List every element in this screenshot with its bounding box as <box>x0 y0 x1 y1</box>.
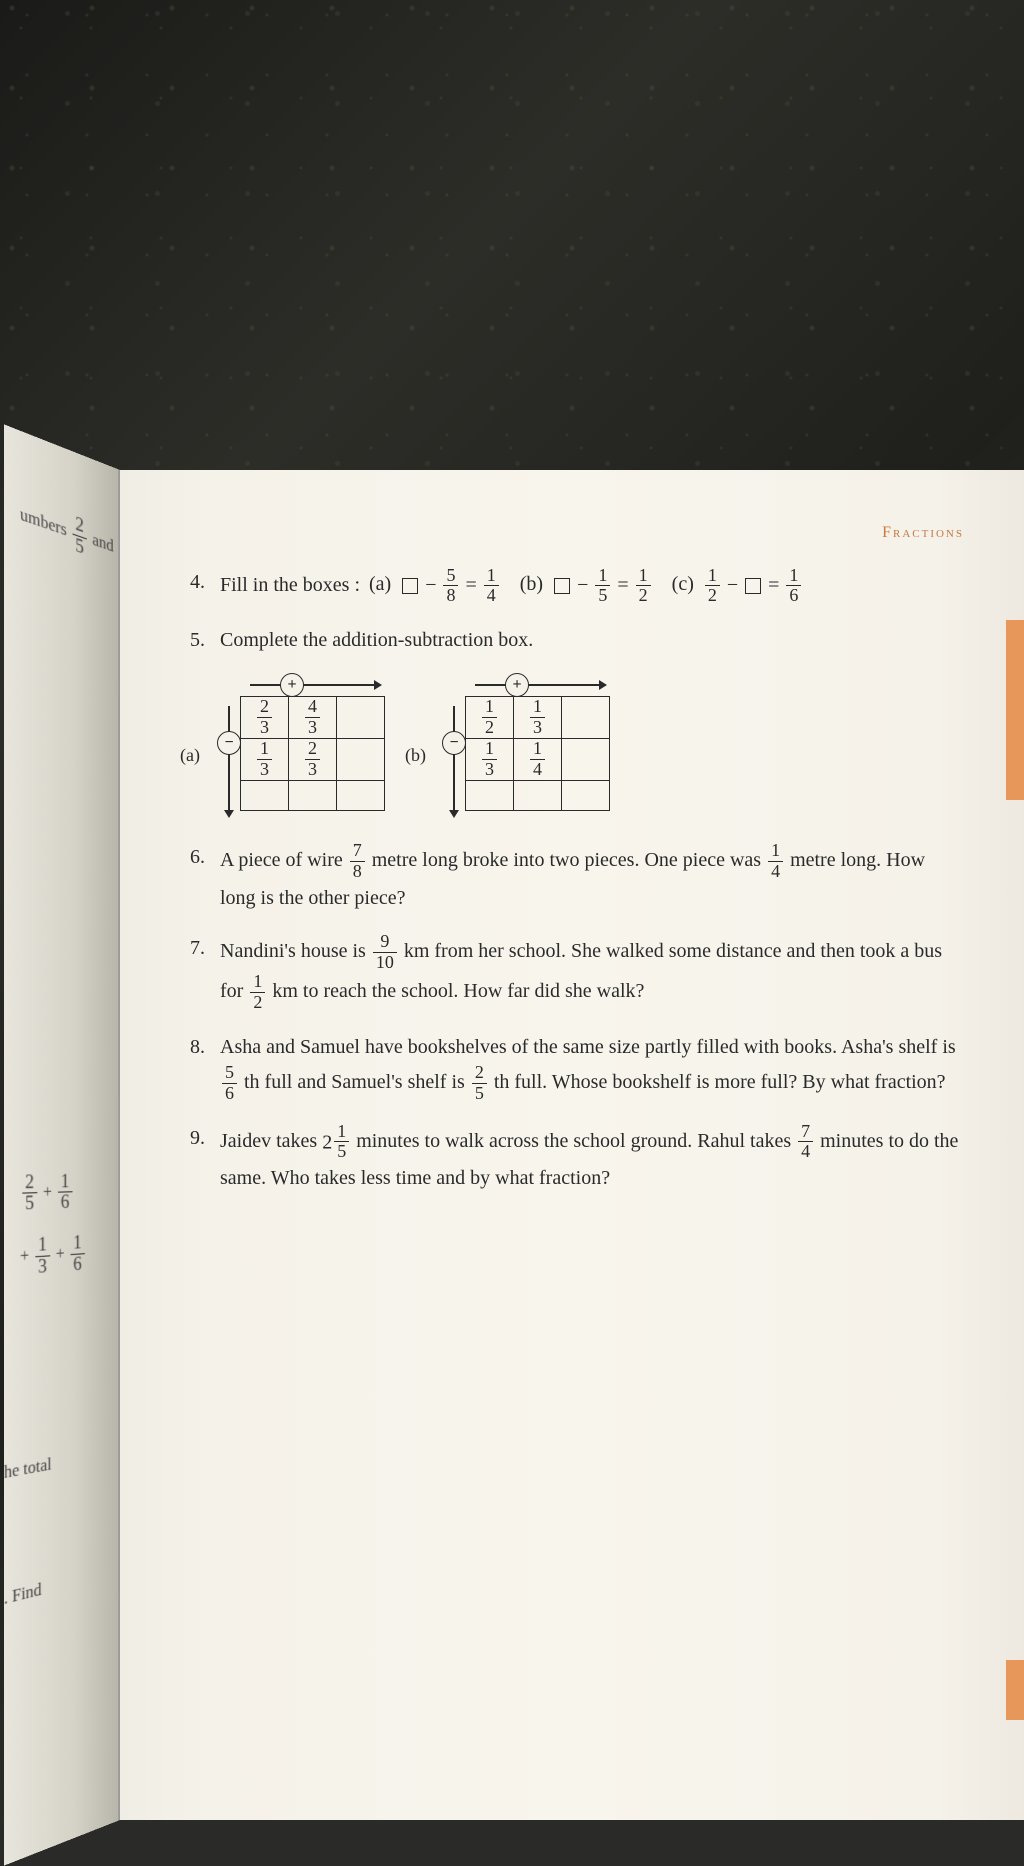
q7-f1: 910 <box>373 932 397 973</box>
left-frac-25: 25 <box>72 513 86 559</box>
q8-t2: th full and Samuel's shelf is <box>244 1071 470 1093</box>
q4-b-f1: 15 <box>595 566 610 607</box>
question-9: 9. Jaidev takes 215 minutes to walk acro… <box>190 1122 964 1195</box>
right-page: Fractions 4. Fill in the boxes : (a) − 5… <box>120 470 1024 1820</box>
q7-t3: km to reach the school. How far did she … <box>272 980 644 1002</box>
q4-c-f1: 12 <box>705 566 720 607</box>
q9-t1: Jaidev takes <box>220 1129 322 1151</box>
left-page: umbers 25 and 25 + 16 + 13 + 16 he total… <box>4 424 120 1865</box>
q6-f1: 78 <box>350 841 365 882</box>
q4-b-label: (b) <box>520 568 543 600</box>
diagram-b: (b) + − 12 13 13 14 <box>445 676 610 811</box>
box-symbol <box>402 578 418 594</box>
q4-number: 4. <box>190 566 205 598</box>
plus-circle: + <box>280 673 304 697</box>
left-text-and: and <box>92 531 113 556</box>
question-8: 8. Asha and Samuel have bookshelves of t… <box>190 1031 964 1104</box>
q4-text: Fill in the boxes : <box>220 573 360 595</box>
left-mid-frac2: 16 <box>58 1171 72 1213</box>
arrow-vertical <box>228 706 230 816</box>
plus-circle: + <box>505 673 529 697</box>
left-text-umbers: umbers <box>20 506 67 540</box>
q4-b-f2: 12 <box>636 566 651 607</box>
q9-t2: minutes to walk across the school ground… <box>356 1129 796 1151</box>
left-mid-frac3b: 16 <box>70 1233 84 1275</box>
page-tab-bottom <box>1006 1660 1024 1720</box>
diagram-b-label: (b) <box>405 741 426 770</box>
arrow-horizontal <box>250 684 380 686</box>
q9-number: 9. <box>190 1122 205 1154</box>
q6-t1: A piece of wire <box>220 849 348 871</box>
q7-f2: 12 <box>250 972 265 1013</box>
minus-circle: − <box>217 731 241 755</box>
q5-number: 5. <box>190 624 205 656</box>
left-mid-frac3a: 13 <box>35 1235 50 1278</box>
q5-text: Complete the addition-subtraction box. <box>220 629 533 651</box>
q8-number: 8. <box>190 1031 205 1063</box>
question-7: 7. Nandini's house is 910 km from her sc… <box>190 932 964 1013</box>
minus-circle: − <box>442 731 466 755</box>
q6-t2: metre long broke into two pieces. One pi… <box>372 849 766 871</box>
question-6: 6. A piece of wire 78 metre long broke i… <box>190 841 964 914</box>
question-5: 5. Complete the addition-subtraction box… <box>190 624 964 656</box>
diagram-a-label: (a) <box>180 741 200 770</box>
q7-number: 7. <box>190 932 205 964</box>
q6-number: 6. <box>190 841 205 873</box>
q4-c-f2: 16 <box>786 566 801 607</box>
left-mid-frac1: 25 <box>22 1172 37 1215</box>
grid-table-b: 12 13 13 14 <box>465 696 610 811</box>
q9-f2: 74 <box>798 1122 813 1163</box>
q4-a-f1: 58 <box>443 566 458 607</box>
arrow-vertical <box>453 706 455 816</box>
q7-t1: Nandini's house is <box>220 940 371 962</box>
q8-t3: th full. Whose bookshelf is more full? B… <box>494 1071 946 1093</box>
q4-c-label: (c) <box>672 568 694 600</box>
q4-a-f2: 14 <box>484 566 499 607</box>
diagram-a: (a) + − 23 43 13 23 <box>220 676 385 811</box>
q4-a-label: (a) <box>369 568 391 600</box>
q9-mixed-whole: 2 <box>322 1131 332 1153</box>
q8-f1: 56 <box>222 1063 237 1104</box>
page-tab-top <box>1006 620 1024 800</box>
box-symbol <box>745 578 761 594</box>
left-total-text: he total <box>4 1456 52 1484</box>
diagrams-row: (a) + − 23 43 13 23 <box>220 676 964 811</box>
grid-table-a: 23 43 13 23 <box>240 696 385 811</box>
q9-f1: 15 <box>334 1122 349 1163</box>
q8-f2: 25 <box>472 1063 487 1104</box>
page-header: Fractions <box>190 520 964 546</box>
question-4: 4. Fill in the boxes : (a) − 58 = 14 (b)… <box>190 566 964 607</box>
arrow-horizontal <box>475 684 605 686</box>
q8-t1: Asha and Samuel have bookshelves of the … <box>220 1036 956 1058</box>
book-container: umbers 25 and 25 + 16 + 13 + 16 he total… <box>0 470 1024 1820</box>
q6-f2: 14 <box>768 841 783 882</box>
box-symbol <box>554 578 570 594</box>
